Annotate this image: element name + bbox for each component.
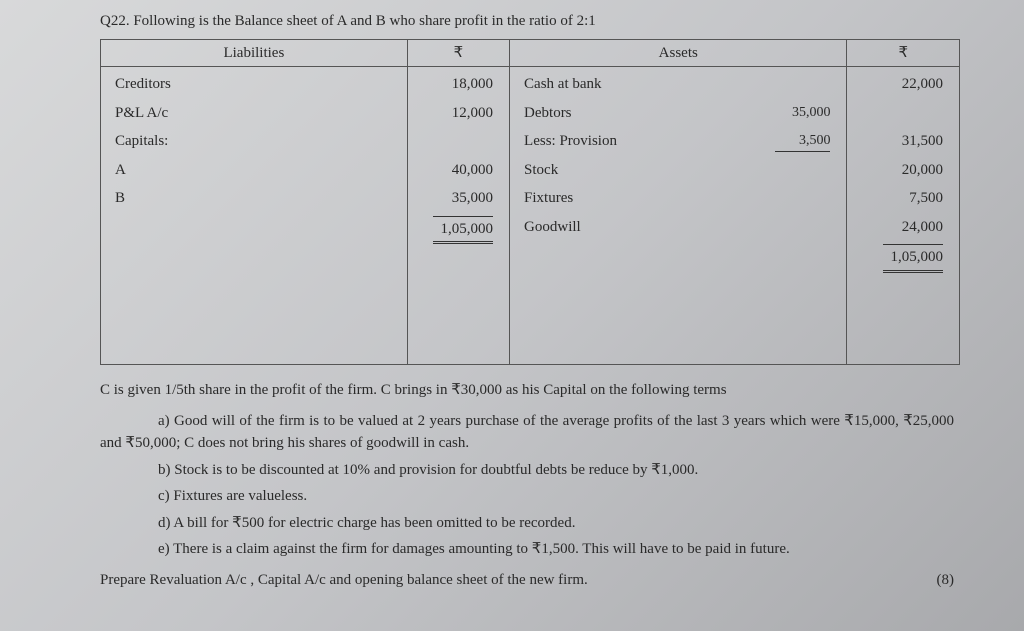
- assets-amounts-cell: 22,000 31,500 20,000 7,500 24,000 1,05,0…: [847, 67, 960, 365]
- question-number: Q22.: [100, 13, 130, 29]
- capital-a-amount: 40,000: [416, 157, 501, 184]
- cash-amount: 22,000: [855, 71, 951, 98]
- fixtures-label: Fixtures: [518, 185, 838, 212]
- goodwill-amount: 24,000: [855, 214, 951, 241]
- creditors-amount: 18,000: [416, 71, 501, 98]
- clause-e: e) There is a claim against the firm for…: [140, 538, 954, 561]
- header-rupee-1: ₹: [407, 39, 509, 67]
- c-intro-paragraph: C is given 1/5th share in the profit of …: [100, 379, 954, 402]
- prepare-line: Prepare Revaluation A/c , Capital A/c an…: [100, 569, 954, 592]
- question-title: Q22. Following is the Balance sheet of A…: [100, 10, 954, 33]
- marks: (8): [937, 569, 955, 592]
- debtors-amount: 35,000: [712, 100, 838, 127]
- clause-a: a) Good will of the firm is to be valued…: [100, 410, 954, 455]
- clause-d: d) A bill for ₹500 for electric charge h…: [140, 512, 954, 535]
- clause-c: c) Fixtures are valueless.: [140, 485, 954, 508]
- pl-label: P&L A/c: [109, 100, 399, 127]
- debtors-label: Debtors: [518, 100, 710, 127]
- creditors-label: Creditors: [109, 71, 399, 98]
- capital-a-label: A: [109, 157, 399, 184]
- capital-b-label: B: [109, 185, 399, 212]
- provision-amount: 3,500: [775, 130, 830, 152]
- liabilities-cell: Creditors P&L A/c Capitals: A B: [101, 67, 408, 365]
- capital-b-amount: 35,000: [416, 185, 501, 212]
- liabilities-amounts-cell: 18,000 12,000 40,000 35,000 1,05,000: [407, 67, 509, 365]
- clause-b: b) Stock is to be discounted at 10% and …: [140, 459, 954, 482]
- header-rupee-2: ₹: [847, 39, 960, 67]
- prepare-text: Prepare Revaluation A/c , Capital A/c an…: [100, 572, 588, 588]
- question-text: Following is the Balance sheet of A and …: [133, 13, 595, 29]
- pl-amount: 12,000: [416, 100, 501, 127]
- stock-amount: 20,000: [855, 157, 951, 184]
- capitals-label: Capitals:: [109, 128, 399, 155]
- stock-label: Stock: [518, 157, 838, 184]
- debtors-net-amount: 31,500: [855, 128, 951, 155]
- header-assets: Assets: [510, 39, 847, 67]
- goodwill-label: Goodwill: [518, 214, 838, 241]
- fixtures-amount: 7,500: [855, 185, 951, 212]
- assets-total: 1,05,000: [883, 244, 943, 273]
- provision-label: Less: Provision: [518, 128, 710, 155]
- assets-cell: Cash at bank Debtors 35,000 Less: Provis…: [510, 67, 847, 365]
- header-liabilities: Liabilities: [101, 39, 408, 67]
- liabilities-total: 1,05,000: [433, 216, 493, 245]
- balance-sheet-table: Liabilities ₹ Assets ₹ Creditors P&L A/c…: [100, 39, 960, 366]
- cash-label: Cash at bank: [518, 71, 838, 98]
